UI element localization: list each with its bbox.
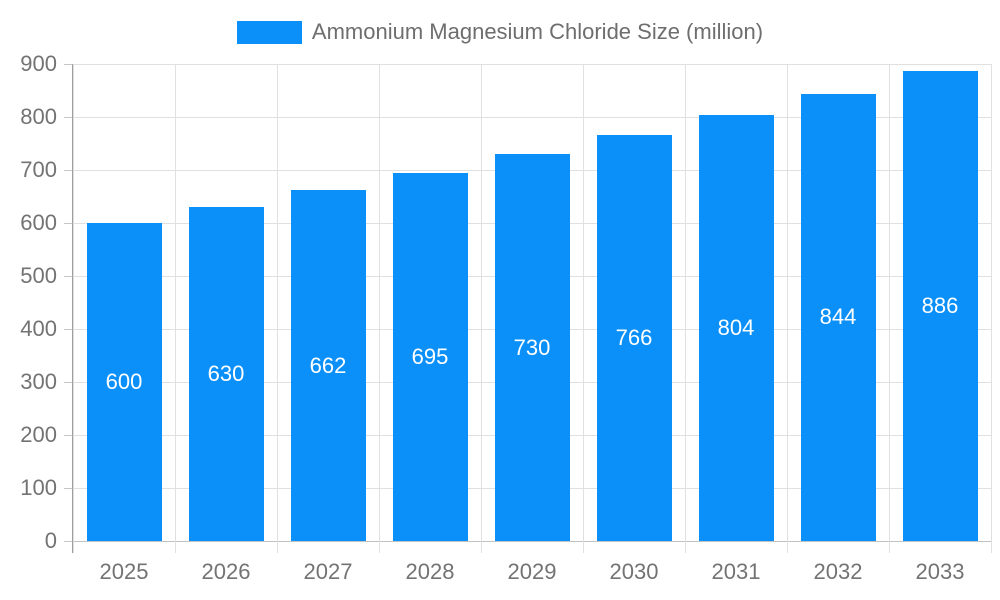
gridline <box>276 64 278 553</box>
gridline <box>684 64 686 553</box>
bar-value-label: 695 <box>411 343 449 369</box>
gridline <box>378 64 380 553</box>
x-axis-label-2032: 2032 <box>813 559 863 584</box>
y-axis-label: 500 <box>20 263 57 288</box>
gridline <box>786 64 788 553</box>
y-tick <box>64 381 72 383</box>
bar-2029[interactable]: 730 <box>494 154 570 541</box>
x-axis-label-2030: 2030 <box>609 559 659 584</box>
x-axis-label-2026: 2026 <box>201 559 251 584</box>
bar-value-label: 662 <box>309 352 347 378</box>
y-axis-label: 900 <box>20 51 57 76</box>
gridline <box>990 64 992 553</box>
y-tick <box>64 540 72 542</box>
y-axis-label: 700 <box>20 157 57 182</box>
y-tick <box>64 63 72 65</box>
bar-value-label: 630 <box>207 361 245 387</box>
y-tick <box>64 222 72 224</box>
gridline <box>480 64 482 553</box>
x-axis-label-2027: 2027 <box>303 559 353 584</box>
y-axis-label: 600 <box>20 210 57 235</box>
bar-value-label: 600 <box>105 369 143 394</box>
gridline <box>888 64 890 553</box>
bar-2028[interactable]: 695 <box>392 172 468 541</box>
y-axis-line <box>72 64 73 553</box>
y-axis-label: 400 <box>20 316 57 341</box>
bar-value-label: 886 <box>921 293 959 319</box>
legend[interactable]: Ammonium Magnesium Chloride Size (millio… <box>0 19 1000 45</box>
bar-2030[interactable]: 766 <box>596 135 672 541</box>
bar-2027[interactable]: 662 <box>290 190 366 541</box>
y-tick <box>64 487 72 489</box>
y-tick <box>64 434 72 436</box>
legend-swatch[interactable] <box>236 20 302 44</box>
x-axis-label-2033: 2033 <box>915 559 965 584</box>
gridline <box>174 64 176 553</box>
bar-2032[interactable]: 844 <box>800 93 876 541</box>
x-axis-label-2028: 2028 <box>405 559 455 584</box>
bar-value-label: 766 <box>615 325 653 351</box>
gridline <box>72 64 74 553</box>
x-axis-line <box>73 540 991 542</box>
plot-area: 600 630 662 695 730 766 804 844 886 <box>64 63 992 553</box>
x-axis-label-2025: 2025 <box>99 559 149 584</box>
bar-value-label: 804 <box>717 314 755 340</box>
legend-label: Ammonium Magnesium Chloride Size (millio… <box>311 19 764 44</box>
gridline <box>73 116 991 118</box>
y-tick <box>64 328 72 330</box>
y-axis-label: 100 <box>20 475 57 500</box>
bar-value-label: 730 <box>513 334 551 360</box>
bar-2033[interactable]: 886 <box>902 71 978 541</box>
y-tick <box>64 116 72 118</box>
y-axis-label: 0 <box>44 528 57 553</box>
x-axis-label-2029: 2029 <box>507 559 557 584</box>
x-axis-label-2031: 2031 <box>711 559 761 584</box>
bar-value-label: 844 <box>819 304 857 330</box>
bar-2031[interactable]: 804 <box>698 114 774 541</box>
bar-2025[interactable]: 600 <box>86 223 162 541</box>
y-axis-label: 200 <box>20 422 57 447</box>
y-tick <box>64 169 72 171</box>
y-tick <box>64 275 72 277</box>
bar-2026[interactable]: 630 <box>188 207 264 541</box>
y-axis-label: 800 <box>20 104 57 129</box>
gridline <box>73 63 991 65</box>
gridline <box>582 64 584 553</box>
y-axis-label: 300 <box>20 369 57 394</box>
